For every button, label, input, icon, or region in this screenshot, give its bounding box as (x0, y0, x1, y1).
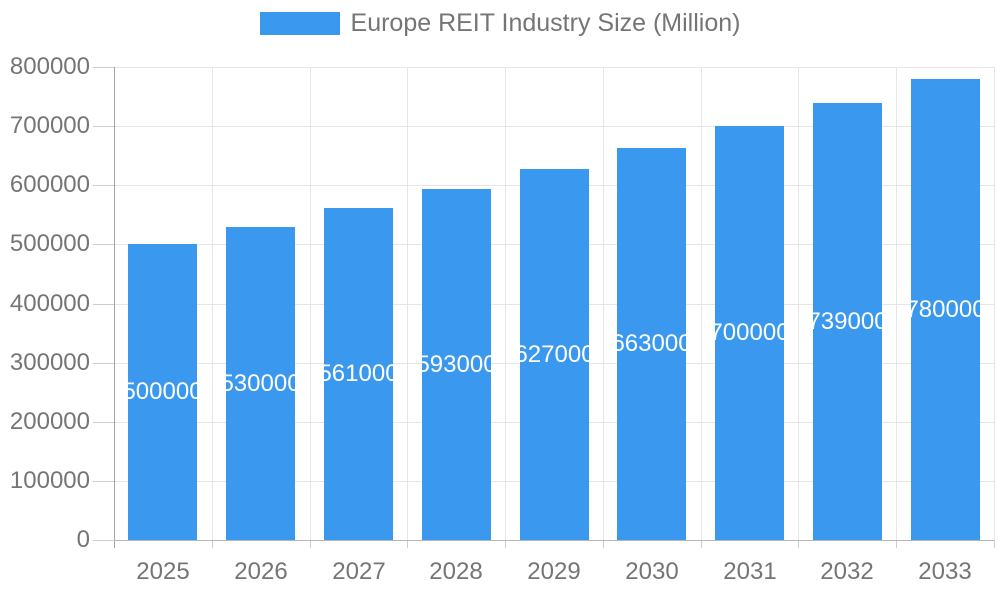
bar-value-label: 530000 (226, 369, 295, 397)
h-gridline (114, 67, 994, 68)
x-axis-label-2025: 2025 (136, 558, 190, 585)
v-gridline (896, 67, 897, 540)
x-axis-label-2026: 2026 (234, 558, 288, 585)
x-axis-tick (310, 540, 311, 548)
y-axis-label: 800000 (9, 53, 90, 80)
x-axis-tick (212, 540, 213, 548)
bar-value-label: 700000 (715, 319, 784, 346)
y-axis-tick (93, 481, 114, 482)
y-axis-tick (93, 244, 114, 245)
bar-2033: 780000 (911, 79, 980, 540)
x-axis-label-2030: 2030 (625, 558, 679, 585)
y-axis-line (114, 67, 115, 548)
x-axis-tick (896, 540, 897, 548)
legend-swatch (259, 11, 340, 35)
bar-2027: 561000 (324, 208, 393, 540)
x-axis-tick (798, 540, 799, 548)
bar-value-label: 593000 (422, 350, 491, 378)
chart-legend: Europe REIT Industry Size (Million) (0, 0, 1000, 46)
bar-2030: 663000 (617, 148, 686, 540)
y-axis-label: 0 (76, 526, 90, 553)
x-axis-tick (603, 540, 604, 548)
v-gridline (798, 67, 799, 540)
x-axis-label-2029: 2029 (527, 558, 581, 585)
legend-label: Europe REIT Industry Size (Million) (350, 8, 741, 37)
y-axis-tick (93, 67, 114, 68)
y-axis-tick (93, 363, 114, 364)
bar-2026: 530000 (226, 227, 295, 540)
bar-value-label: 663000 (617, 330, 686, 357)
y-axis-label: 300000 (9, 349, 90, 376)
h-gridline (114, 126, 994, 127)
bar-2031: 700000 (715, 126, 784, 540)
bar-value-label: 780000 (911, 295, 980, 323)
x-axis-tick (994, 540, 995, 548)
y-axis-label: 700000 (9, 112, 90, 139)
x-axis-label-2031: 2031 (723, 558, 777, 585)
y-axis-label: 600000 (9, 171, 90, 198)
x-axis-tick (505, 540, 506, 548)
v-gridline (701, 67, 702, 540)
y-axis-label: 200000 (9, 408, 90, 435)
x-axis-label-2033: 2033 (918, 558, 972, 585)
x-axis-label-2028: 2028 (429, 558, 483, 585)
v-gridline (994, 67, 995, 540)
x-axis-tick (701, 540, 702, 548)
v-gridline (407, 67, 408, 540)
bar-2028: 593000 (422, 189, 491, 540)
y-axis-tick (93, 540, 114, 541)
y-axis-tick (93, 126, 114, 127)
v-gridline (212, 67, 213, 540)
v-gridline (505, 67, 506, 540)
v-gridline (603, 67, 604, 540)
x-axis-tick (407, 540, 408, 548)
bar-2029: 627000 (520, 169, 589, 540)
x-axis-line (114, 540, 994, 541)
x-axis-label-2027: 2027 (332, 558, 386, 585)
bar-value-label: 739000 (813, 307, 882, 335)
bar-value-label: 500000 (128, 378, 197, 405)
y-axis-label: 500000 (9, 230, 90, 257)
bar-value-label: 561000 (324, 360, 393, 387)
x-axis-label-2032: 2032 (820, 558, 874, 585)
y-axis-tick (93, 185, 114, 186)
bar-2032: 739000 (813, 103, 882, 540)
v-gridline (310, 67, 311, 540)
bar-value-label: 627000 (520, 340, 589, 368)
y-axis-label: 400000 (9, 290, 90, 317)
y-axis-tick (93, 422, 114, 423)
y-axis-label: 100000 (9, 467, 90, 494)
bar-2025: 500000 (128, 244, 197, 540)
y-axis-tick (93, 304, 114, 305)
